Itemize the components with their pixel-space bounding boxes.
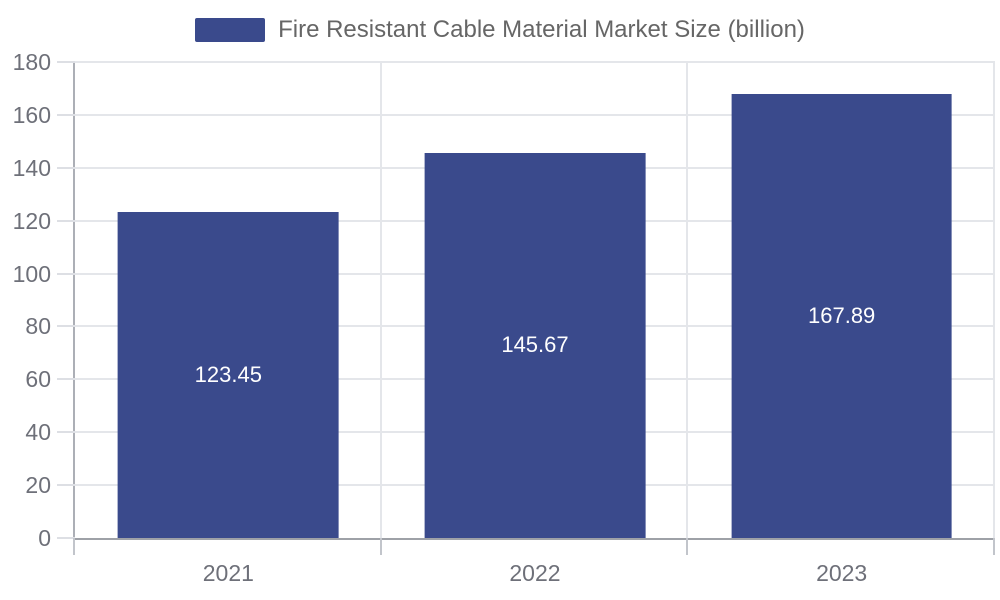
y-axis-tick-label: 40 <box>25 419 51 446</box>
plot-area: 0 20 40 60 80 100 120 140 160 180 2021 123.45 2022 14… <box>13 49 995 586</box>
legend[interactable]: Fire Resistant Cable Material Market Siz… <box>0 16 1000 44</box>
x-tick-mark <box>993 538 995 555</box>
y-axis-tick-label: 20 <box>25 472 51 499</box>
y-axis-tick-label: 140 <box>12 154 51 181</box>
y-gridline <box>75 61 995 63</box>
y-tick-mark <box>57 537 75 539</box>
y-axis-tick-label: 120 <box>12 207 51 234</box>
y-tick-mark <box>57 166 75 169</box>
y-tick-mark <box>57 378 75 381</box>
legend-label: Fire Resistant Cable Material Market Siz… <box>278 16 805 43</box>
y-tick-mark <box>57 272 75 275</box>
y-axis-tick-label: 60 <box>25 366 51 393</box>
y-gridline <box>75 113 995 116</box>
y-tick-mark <box>57 61 75 63</box>
y-axis-tick-label: 180 <box>12 49 51 75</box>
bar-value-label: 123.45 <box>194 361 262 387</box>
y-axis-tick-label: 0 <box>38 525 51 551</box>
category-separator-gridline <box>686 62 689 538</box>
x-axis-category-label: 2021 <box>202 560 254 586</box>
bar-2023[interactable]: 167.89 <box>731 94 953 538</box>
y-tick-mark <box>57 219 75 222</box>
bar-2021[interactable]: 123.45 <box>117 211 339 538</box>
y-axis-tick-label: 100 <box>12 260 51 287</box>
y-axis-tick-label: 160 <box>12 101 51 128</box>
bar-value-label: 167.89 <box>808 303 876 329</box>
x-axis-category-label: 2022 <box>509 560 561 586</box>
y-tick-mark <box>57 113 75 116</box>
bar-cell: 167.89 <box>688 62 995 538</box>
bar-cell: 123.45 <box>75 62 382 538</box>
legend-swatch-icon <box>195 18 266 42</box>
bar-value-label: 145.67 <box>501 332 569 358</box>
x-tick-mark <box>379 538 382 555</box>
x-tick-mark <box>686 538 689 555</box>
x-axis-category-label: 2023 <box>816 560 868 586</box>
y-tick-mark <box>57 484 75 487</box>
bar-2022[interactable]: 145.67 <box>424 152 646 538</box>
category-separator-gridline <box>379 62 382 538</box>
y-tick-mark <box>57 325 75 328</box>
category-separator-gridline <box>993 62 995 538</box>
x-tick-mark <box>73 538 75 555</box>
y-axis-tick-label: 80 <box>25 313 51 340</box>
y-tick-mark <box>57 431 75 434</box>
bar-cell: 145.67 <box>382 62 689 538</box>
